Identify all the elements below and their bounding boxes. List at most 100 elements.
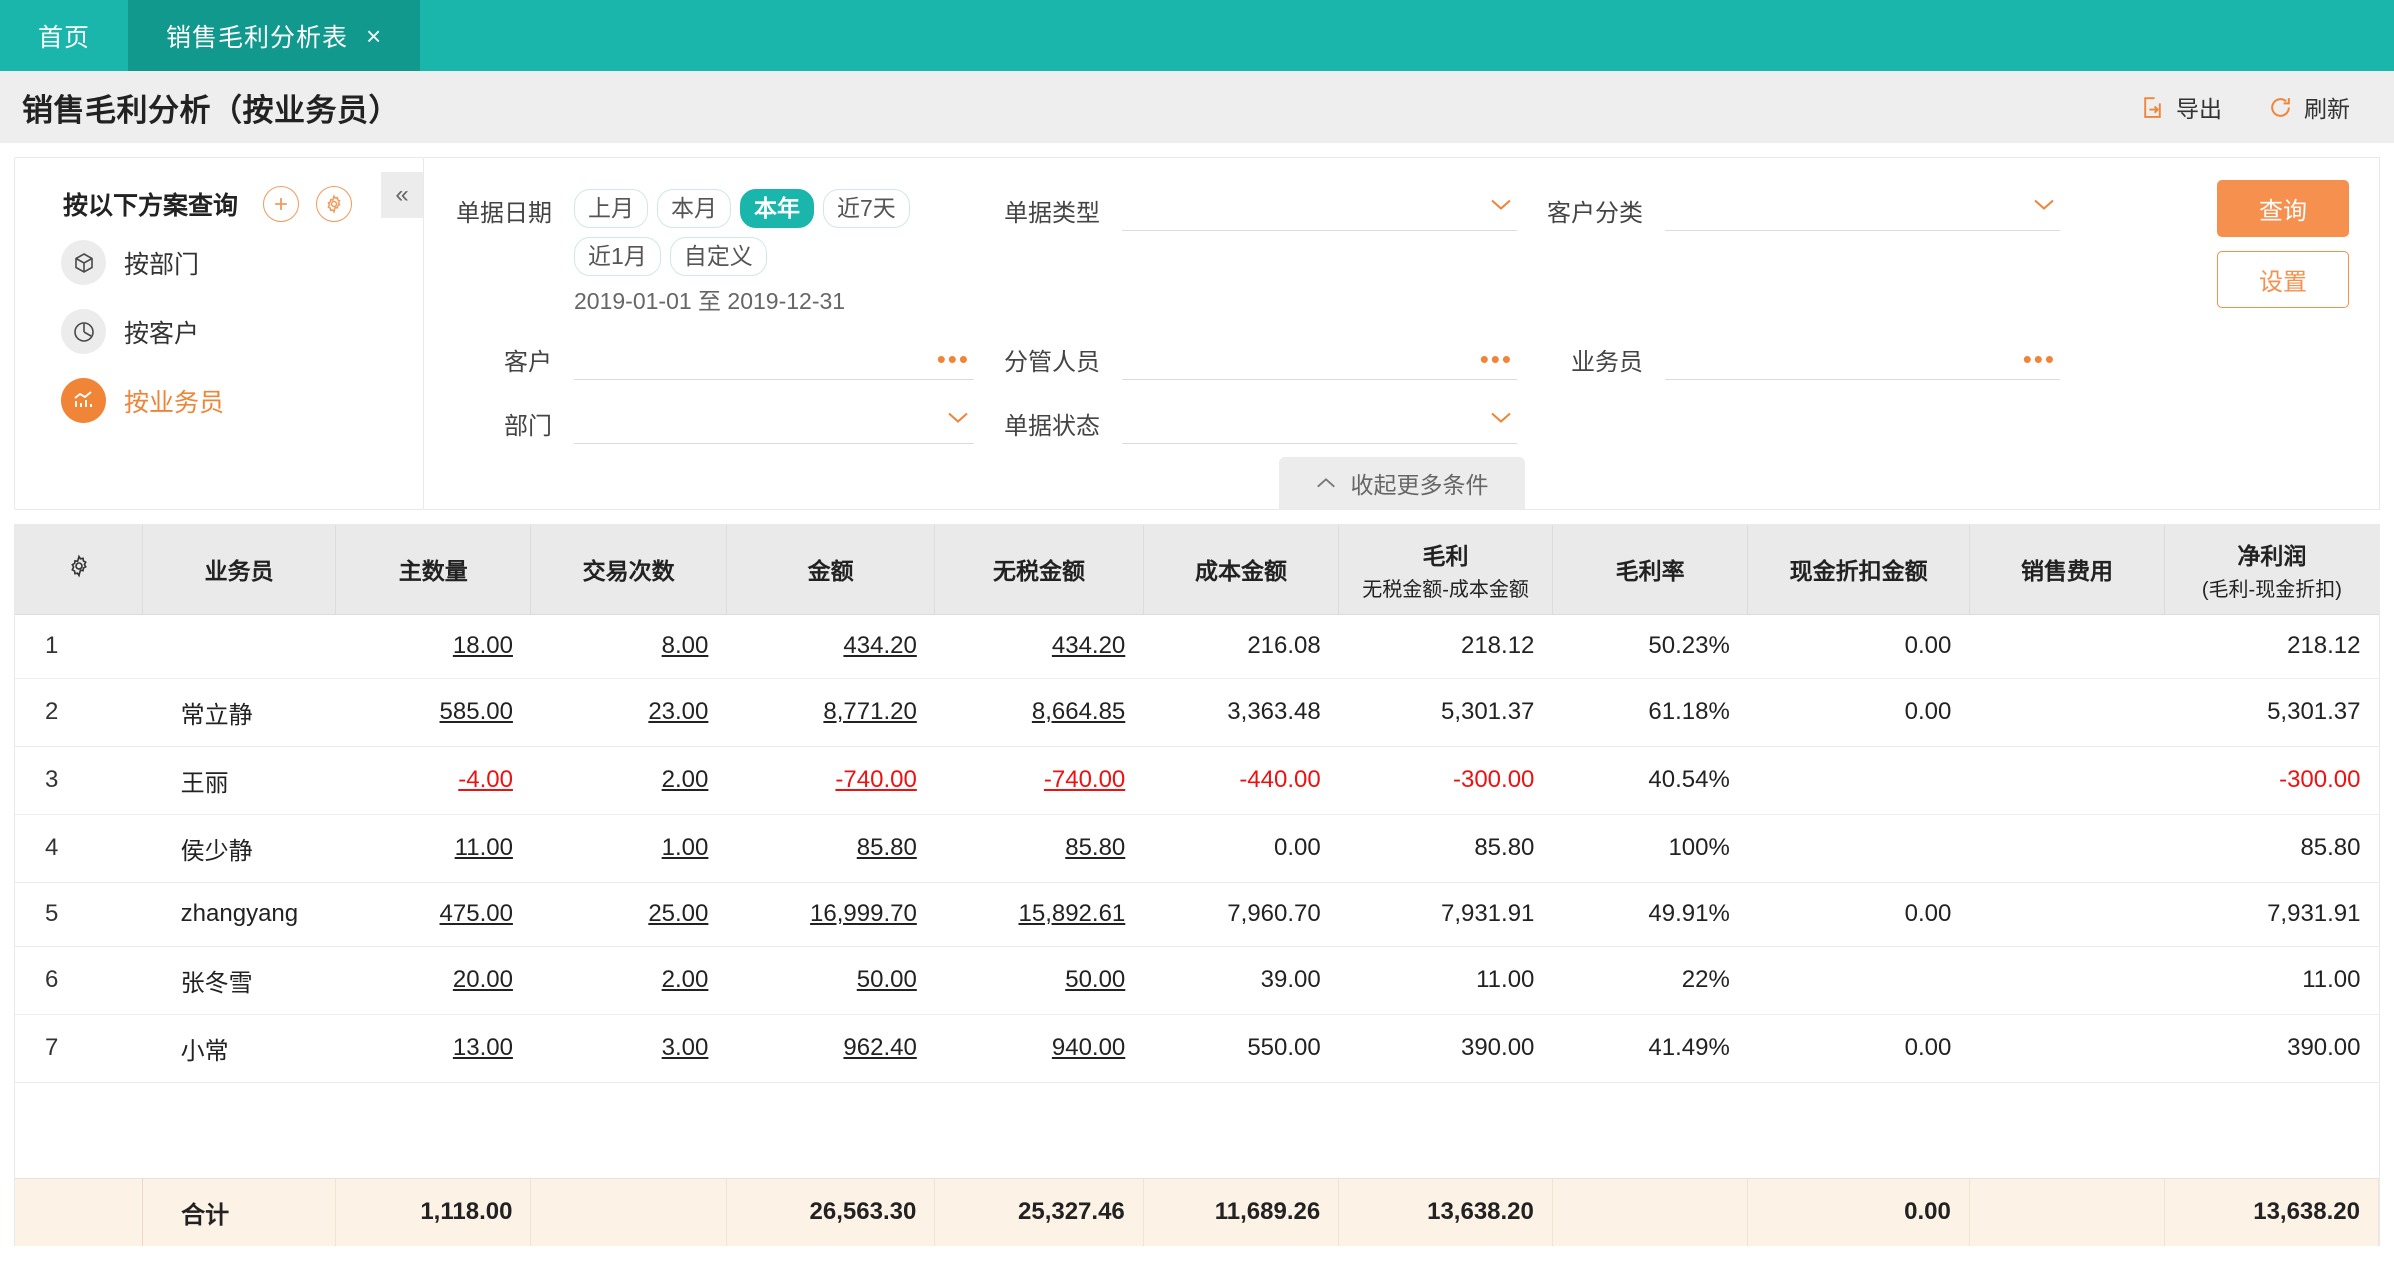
- col-settings[interactable]: [15, 524, 144, 615]
- customer-input[interactable]: [574, 334, 974, 380]
- cell-amount-ex-tax[interactable]: 940.00: [934, 1014, 1144, 1083]
- table-row[interactable]: 7 小常 13.00 3.00 962.40 940.00 550.00 390.00 41.4…: [15, 1014, 2379, 1083]
- col-deals[interactable]: 交易次数: [530, 524, 727, 615]
- chip-last-1-month[interactable]: 近1月: [574, 236, 661, 276]
- cell-amount[interactable]: 85.80: [726, 814, 935, 883]
- table-row[interactable]: 5 zhangyang 475.00 25.00 16,999.70 15,892.61 7…: [15, 882, 2379, 947]
- cell-qty[interactable]: 13.00: [335, 1014, 531, 1083]
- cell-link[interactable]: 16,999.70: [810, 900, 917, 927]
- gear-icon[interactable]: [67, 554, 91, 583]
- chip-last-month[interactable]: 上月: [574, 189, 648, 228]
- cell-link[interactable]: 2.00: [661, 966, 709, 993]
- col-qty[interactable]: 主数量: [335, 524, 532, 615]
- query-button[interactable]: 查询: [2217, 180, 2349, 237]
- cell-deals[interactable]: 3.00: [530, 1014, 727, 1083]
- manager-input[interactable]: [1122, 334, 1517, 380]
- cell-deals[interactable]: 25.00: [530, 882, 727, 947]
- col-salesperson[interactable]: 业务员: [142, 524, 336, 615]
- cell-qty[interactable]: 18.00: [335, 614, 531, 679]
- col-amount-ex-tax[interactable]: 无税金额: [934, 524, 1144, 615]
- cell-link[interactable]: 585.00: [439, 698, 513, 725]
- cell-link[interactable]: 23.00: [648, 698, 709, 725]
- cell-amount-ex-tax[interactable]: 50.00: [934, 946, 1144, 1015]
- col-gross-profit[interactable]: 毛利 无税金额-成本金额: [1338, 524, 1553, 615]
- chip-this-year[interactable]: 本年: [740, 189, 814, 228]
- cell-amount[interactable]: 8,771.20: [726, 678, 935, 747]
- cell-deals[interactable]: 1.00: [530, 814, 727, 883]
- sidebar-item-by-salesperson[interactable]: 按业务员: [15, 366, 423, 435]
- cell-link[interactable]: 13.00: [452, 1034, 513, 1061]
- cell-link[interactable]: 475.00: [439, 900, 513, 927]
- cell-link[interactable]: 50.00: [856, 966, 917, 993]
- cell-link[interactable]: 940.00: [1051, 1034, 1126, 1061]
- export-button[interactable]: 导出: [2140, 90, 2222, 124]
- cell-deals[interactable]: 2.00: [530, 946, 727, 1015]
- cell-link[interactable]: 8,664.85: [1031, 698, 1126, 725]
- cell-qty[interactable]: 20.00: [335, 946, 531, 1015]
- table-row[interactable]: 1 18.00 8.00 434.20 434.20 216.08 218.12 50.23%…: [15, 614, 2379, 679]
- chip-custom[interactable]: 自定义: [669, 236, 767, 276]
- col-cost[interactable]: 成本金额: [1143, 524, 1340, 615]
- refresh-button[interactable]: 刷新: [2268, 90, 2350, 124]
- add-scheme-button[interactable]: [263, 186, 300, 222]
- cell-amount-ex-tax[interactable]: 15,892.61: [934, 882, 1144, 947]
- department-input[interactable]: [574, 398, 974, 444]
- doc-status-input[interactable]: [1122, 398, 1517, 444]
- cell-amount-ex-tax[interactable]: 85.80: [934, 814, 1144, 883]
- cell-link[interactable]: 20.00: [452, 966, 513, 993]
- cell-amount[interactable]: 962.40: [726, 1014, 935, 1083]
- cell-link[interactable]: 85.80: [1065, 834, 1126, 861]
- cell-qty[interactable]: -4.00: [335, 746, 531, 815]
- cell-link[interactable]: 3.00: [661, 1034, 709, 1061]
- col-sales-expense[interactable]: 销售费用: [1969, 524, 2166, 615]
- col-gross-rate[interactable]: 毛利率: [1552, 524, 1749, 615]
- col-net-profit[interactable]: 净利润 (毛利-现金折扣): [2164, 524, 2379, 615]
- cell-link[interactable]: 11.00: [454, 834, 513, 861]
- cell-link[interactable]: -4.00: [458, 766, 513, 793]
- chip-last-7-days[interactable]: 近7天: [823, 189, 910, 228]
- table-row[interactable]: 6 张冬雪 20.00 2.00 50.00 50.00 39.00 11.00 22% 11.0…: [15, 946, 2379, 1015]
- date-range-value[interactable]: 2019-01-01 至 2019-12-31: [574, 287, 846, 314]
- cell-amount[interactable]: 434.20: [726, 614, 935, 679]
- cell-link[interactable]: -740.00: [835, 766, 917, 793]
- cell-qty[interactable]: 585.00: [335, 678, 531, 747]
- close-icon[interactable]: ×: [366, 20, 383, 51]
- sidebar-item-by-department[interactable]: 按部门: [15, 228, 423, 297]
- gear-icon[interactable]: [316, 186, 353, 222]
- cell-qty[interactable]: 475.00: [335, 882, 531, 947]
- cell-link[interactable]: 8.00: [661, 632, 709, 659]
- cell-link[interactable]: -740.00: [1043, 766, 1126, 793]
- cell-link[interactable]: 962.40: [843, 1034, 917, 1061]
- col-cash-discount[interactable]: 现金折扣金额: [1747, 524, 1970, 615]
- sidebar-item-by-customer[interactable]: 按客户: [15, 297, 423, 366]
- cell-link[interactable]: 2.00: [661, 766, 709, 793]
- doc-type-input[interactable]: [1122, 185, 1517, 231]
- cell-deals[interactable]: 2.00: [530, 746, 727, 815]
- table-row[interactable]: 3 王丽 -4.00 2.00 -740.00 -740.00 -440.00 -300.00…: [15, 746, 2379, 815]
- cell-link[interactable]: 8,771.20: [823, 698, 917, 725]
- cell-amount[interactable]: 16,999.70: [726, 882, 935, 947]
- cell-amount-ex-tax[interactable]: 434.20: [934, 614, 1144, 679]
- cell-deals[interactable]: 8.00: [530, 614, 727, 679]
- table-row[interactable]: 4 侯少静 11.00 1.00 85.80 85.80 0.00 85.80 100% 85.8…: [15, 814, 2379, 883]
- ellipsis-icon[interactable]: •••: [1479, 343, 1513, 374]
- cell-amount[interactable]: 50.00: [726, 946, 935, 1015]
- collapse-more-button[interactable]: 收起更多条件: [1278, 456, 1525, 509]
- cell-deals[interactable]: 23.00: [530, 678, 727, 747]
- tab-home[interactable]: 首页: [0, 0, 128, 71]
- cell-link[interactable]: 85.80: [856, 834, 917, 861]
- cell-link[interactable]: 50.00: [1065, 966, 1126, 993]
- cell-amount-ex-tax[interactable]: 8,664.85: [934, 678, 1144, 747]
- chip-this-month[interactable]: 本月: [657, 189, 731, 228]
- tab-sales-gross-profit[interactable]: 销售毛利分析表 ×: [128, 0, 421, 71]
- settings-button[interactable]: 设置: [2217, 251, 2349, 308]
- table-row[interactable]: 2 常立静 585.00 23.00 8,771.20 8,664.85 3,363.48 5…: [15, 678, 2379, 747]
- cell-link[interactable]: 15,892.61: [1018, 900, 1126, 927]
- cell-link[interactable]: 434.20: [1051, 632, 1126, 659]
- cell-link[interactable]: 25.00: [648, 900, 709, 927]
- ellipsis-icon[interactable]: •••: [2022, 343, 2056, 374]
- ellipsis-icon[interactable]: •••: [936, 343, 970, 374]
- cell-link[interactable]: 1.00: [661, 834, 709, 861]
- cell-link[interactable]: 18.00: [452, 632, 513, 659]
- salesperson-input[interactable]: [1665, 334, 2060, 380]
